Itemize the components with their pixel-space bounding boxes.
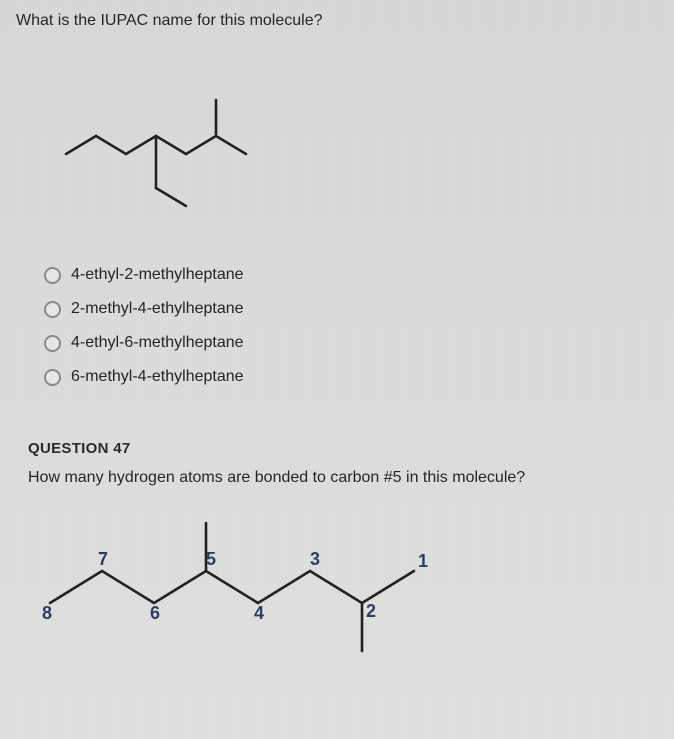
- option-label: 4-ethyl-6-methylheptane: [71, 334, 244, 352]
- carbon-label-1: 1: [418, 551, 428, 571]
- option-label: 2-methyl-4-ethylheptane: [71, 300, 244, 318]
- option-row-1[interactable]: 2-methyl-4-ethylheptane: [44, 292, 658, 326]
- option-row-0[interactable]: 4-ethyl-2-methylheptane: [44, 258, 658, 292]
- option-label: 6-methyl-4-ethylheptane: [71, 368, 244, 386]
- radio-icon[interactable]: [44, 267, 61, 284]
- carbon-labels: 8 7 6 5 4 3 2 1: [42, 549, 428, 623]
- question-46-block: What is the IUPAC name for this molecule…: [0, 0, 674, 394]
- carbon-label-3: 3: [310, 549, 320, 569]
- carbon-label-7: 7: [98, 549, 108, 569]
- radio-icon[interactable]: [44, 301, 61, 318]
- question-46-prompt: What is the IUPAC name for this molecule…: [16, 12, 658, 30]
- carbon-label-8: 8: [42, 603, 52, 623]
- question-47-block: QUESTION 47 How many hydrogen atoms are …: [0, 420, 674, 637]
- question-47-heading: QUESTION 47: [28, 440, 658, 457]
- radio-icon[interactable]: [44, 369, 61, 386]
- molecule-1-svg: [36, 38, 276, 238]
- molecule-2-figure: 8 7 6 5 4 3 2 1: [20, 497, 500, 637]
- option-row-2[interactable]: 4-ethyl-6-methylheptane: [44, 326, 658, 360]
- molecule-2-svg: 8 7 6 5 4 3 2 1: [20, 497, 460, 667]
- option-label: 4-ethyl-2-methylheptane: [71, 266, 244, 284]
- carbon-label-4: 4: [254, 603, 264, 623]
- question-47-prompt: How many hydrogen atoms are bonded to ca…: [28, 469, 658, 487]
- molecule-1-figure: [36, 38, 296, 248]
- carbon-label-5: 5: [206, 549, 216, 569]
- carbon-label-2: 2: [366, 601, 376, 621]
- carbon-label-6: 6: [150, 603, 160, 623]
- option-row-3[interactable]: 6-methyl-4-ethylheptane: [44, 360, 658, 394]
- answer-options: 4-ethyl-2-methylheptane 2-methyl-4-ethyl…: [44, 258, 658, 394]
- radio-icon[interactable]: [44, 335, 61, 352]
